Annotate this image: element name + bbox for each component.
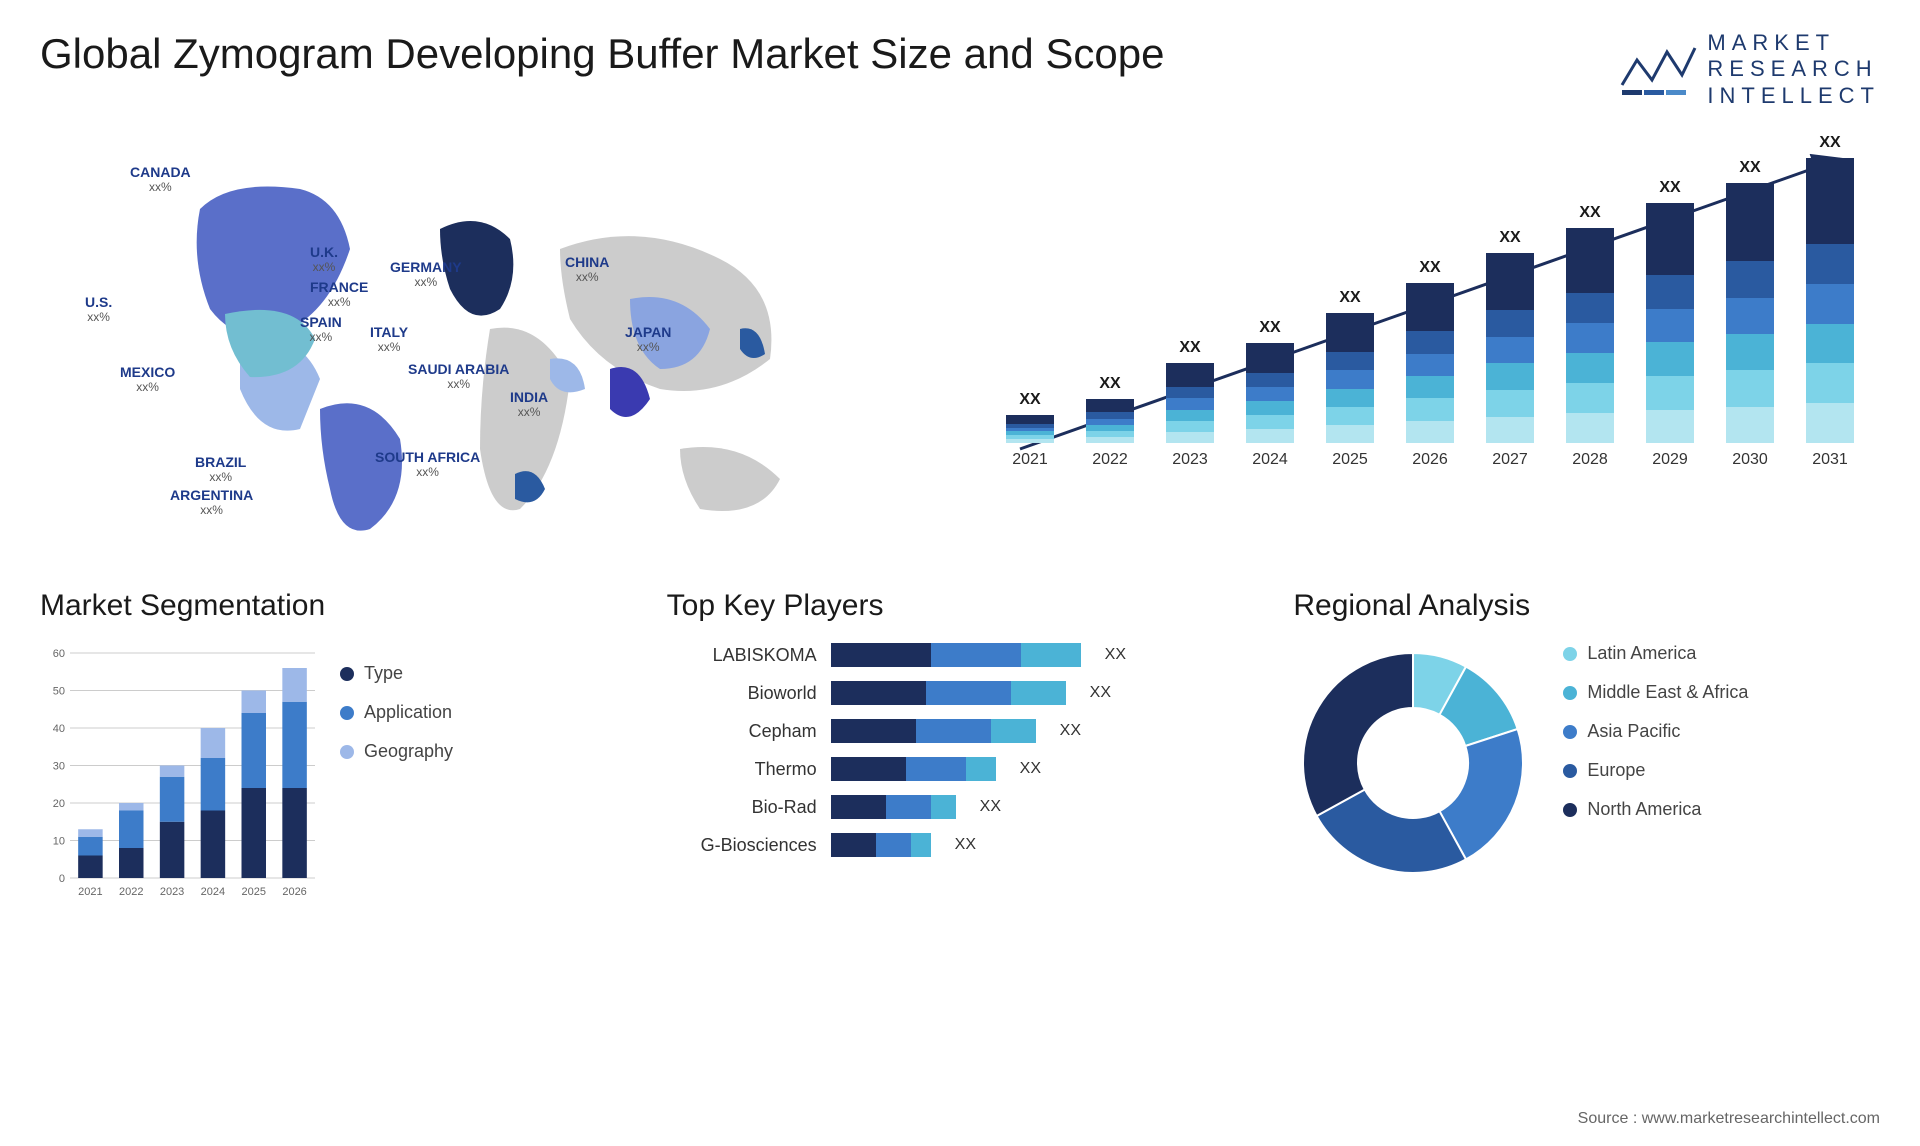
- world-map: CANADAxx% U.S.xx% MEXICOxx% BRAZILxx%ARGENT…: [40, 129, 940, 549]
- country-label: GERMANYxx%: [390, 259, 462, 289]
- legend-item: Application: [340, 702, 453, 723]
- growth-bar: XX2022: [1086, 375, 1134, 469]
- brand-logo: MARKET RESEARCH INTELLECT: [1617, 30, 1880, 109]
- country-label: CANADAxx%: [130, 164, 191, 194]
- svg-text:50: 50: [53, 686, 65, 698]
- player-row: CephamXX: [667, 719, 1254, 743]
- country-label: SAUDI ARABIAxx%: [408, 361, 509, 391]
- growth-bar: XX2021: [1006, 391, 1054, 469]
- growth-bar: XX2030: [1726, 159, 1774, 469]
- regional-donut-chart: [1293, 643, 1533, 883]
- svg-text:2025: 2025: [242, 886, 266, 898]
- player-row: ThermoXX: [667, 757, 1254, 781]
- logo-line1: MARKET: [1707, 30, 1880, 56]
- svg-text:2026: 2026: [282, 886, 306, 898]
- svg-text:0: 0: [59, 873, 65, 885]
- player-row: BioworldXX: [667, 681, 1254, 705]
- logo-icon: [1617, 40, 1697, 100]
- regional-title: Regional Analysis: [1293, 589, 1880, 623]
- player-row: Bio-RadXX: [667, 795, 1254, 819]
- growth-bar: XX2025: [1326, 289, 1374, 469]
- growth-bar: XX2026: [1406, 259, 1454, 469]
- country-label: JAPANxx%: [625, 324, 671, 354]
- player-row: LABISKOMAXX: [667, 643, 1254, 667]
- legend-item: North America: [1563, 799, 1748, 820]
- country-label: ARGENTINAxx%: [170, 487, 253, 517]
- svg-text:2024: 2024: [201, 886, 225, 898]
- svg-text:2023: 2023: [160, 886, 184, 898]
- country-label: FRANCExx%: [310, 279, 368, 309]
- key-players-section: Top Key Players LABISKOMAXX BioworldXX Cep…: [667, 589, 1254, 929]
- country-label: ITALYxx%: [370, 324, 408, 354]
- growth-bar-chart: XX2021 XX2022 XX2023 XX2024 XX2025 XX2026 XX20…: [980, 129, 1880, 549]
- growth-bar: XX2028: [1566, 204, 1614, 469]
- legend-item: Asia Pacific: [1563, 721, 1748, 742]
- key-players-title: Top Key Players: [667, 589, 1254, 623]
- country-label: BRAZILxx%: [195, 454, 246, 484]
- country-label: INDIAxx%: [510, 389, 548, 419]
- legend-item: Type: [340, 663, 453, 684]
- page-title: Global Zymogram Developing Buffer Market…: [40, 30, 1164, 78]
- svg-text:20: 20: [53, 798, 65, 810]
- key-players-chart: LABISKOMAXX BioworldXX CephamXX ThermoXX Bio…: [667, 643, 1254, 857]
- legend-item: Middle East & Africa: [1563, 682, 1748, 703]
- svg-text:10: 10: [53, 836, 65, 848]
- svg-text:2021: 2021: [78, 886, 102, 898]
- country-label: MEXICOxx%: [120, 364, 175, 394]
- legend-item: Latin America: [1563, 643, 1748, 664]
- source-label: Source : www.marketresearchintellect.com: [1578, 1110, 1880, 1128]
- segmentation-title: Market Segmentation: [40, 589, 627, 623]
- segmentation-section: Market Segmentation 0 10 20 30 40 50 60 2021 202…: [40, 589, 627, 929]
- legend-item: Europe: [1563, 760, 1748, 781]
- regional-section: Regional Analysis Latin America Middle Ea…: [1293, 589, 1880, 929]
- svg-text:60: 60: [53, 648, 65, 660]
- growth-bar: XX2031: [1806, 134, 1854, 469]
- growth-bar: XX2027: [1486, 229, 1534, 469]
- regional-legend: Latin America Middle East & Africa Asia Pa…: [1563, 643, 1748, 883]
- segmentation-chart: 0 10 20 30 40 50 60 2021 2022 2023 2024 2025 2026: [40, 643, 320, 903]
- svg-text:30: 30: [53, 761, 65, 773]
- logo-line3: INTELLECT: [1707, 83, 1880, 109]
- country-label: SPAINxx%: [300, 314, 342, 344]
- player-row: G-BiosciencesXX: [667, 833, 1254, 857]
- country-label: U.S.xx%: [85, 294, 112, 324]
- legend-item: Geography: [340, 741, 453, 762]
- growth-bar: XX2029: [1646, 179, 1694, 469]
- svg-text:40: 40: [53, 723, 65, 735]
- svg-text:2022: 2022: [119, 886, 143, 898]
- logo-line2: RESEARCH: [1707, 56, 1880, 82]
- country-label: SOUTH AFRICAxx%: [375, 449, 480, 479]
- growth-bar: XX2023: [1166, 339, 1214, 469]
- country-label: U.K.xx%: [310, 244, 338, 274]
- country-label: CHINAxx%: [565, 254, 609, 284]
- growth-bar: XX2024: [1246, 319, 1294, 469]
- segmentation-legend: Type Application Geography: [340, 663, 453, 903]
